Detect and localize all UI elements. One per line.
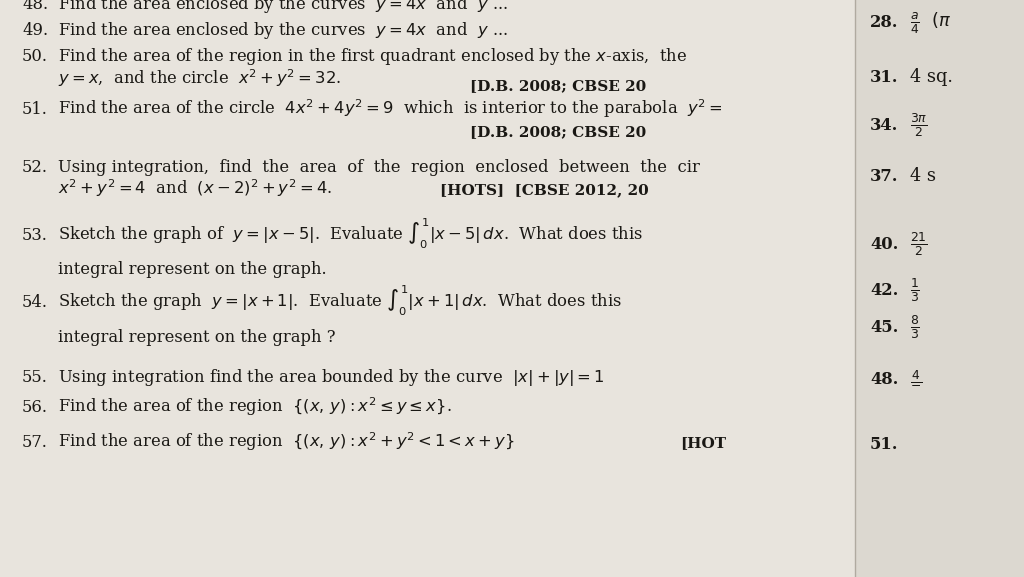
Text: 48.: 48. (870, 371, 898, 388)
Text: $\frac{1}{3}$: $\frac{1}{3}$ (910, 276, 920, 304)
Text: Find the area of the region  $\{(x,\, y): x^2 \leq y \leq x\}$.: Find the area of the region $\{(x,\, y):… (58, 395, 452, 418)
Text: [HOT: [HOT (680, 436, 726, 450)
Text: Find the area of the circle  $4x^2 + 4y^2 = 9$  which  is interior to the parabo: Find the area of the circle $4x^2 + 4y^2… (58, 98, 723, 120)
Text: $\frac{a}{4}$  $(\pi$: $\frac{a}{4}$ $(\pi$ (910, 10, 951, 36)
Bar (0, 0, 855, 577)
Text: $\frac{3\pi}{2}$: $\frac{3\pi}{2}$ (910, 111, 928, 139)
Text: 53.: 53. (22, 227, 48, 244)
Text: Find the area enclosed by the curves  $y = 4x$  and  $y$ ...: Find the area enclosed by the curves $y … (58, 0, 508, 15)
Text: Using integration find the area bounded by the curve  $|x| + |y| = 1$: Using integration find the area bounded … (58, 367, 605, 388)
Text: 40.: 40. (870, 236, 898, 253)
Text: 4 sq.: 4 sq. (910, 68, 953, 86)
Text: 34.: 34. (870, 117, 898, 134)
Text: 49.: 49. (22, 22, 48, 39)
Text: 31.: 31. (870, 69, 898, 86)
Text: $\frac{8}{3}$: $\frac{8}{3}$ (910, 313, 920, 341)
Text: Using integration,  find  the  area  of  the  region  enclosed  between  the  ci: Using integration, find the area of the … (58, 159, 699, 176)
Text: [HOTS]  [CBSE 2012, 20: [HOTS] [CBSE 2012, 20 (440, 183, 649, 197)
Bar (855, 0, 1024, 577)
Text: Find the area of the region  $\{(x,\, y): x^2 + y^2 < 1 < x + y\}$: Find the area of the region $\{(x,\, y):… (58, 430, 515, 453)
Text: 57.: 57. (22, 434, 48, 451)
Text: $\frac{21}{2}$: $\frac{21}{2}$ (910, 230, 928, 258)
Text: $y = x$,  and the circle  $x^2 + y^2 = 32$.: $y = x$, and the circle $x^2 + y^2 = 32$… (58, 68, 341, 89)
Text: Sketch the graph  $y = |x + 1|$.  Evaluate $\int_0^1 |x+1|\,dx$.  What does this: Sketch the graph $y = |x + 1|$. Evaluate… (58, 283, 622, 317)
Text: Find the area of the region in the first quadrant enclosed by the $x$-axis,  the: Find the area of the region in the first… (58, 46, 687, 67)
Text: 51.: 51. (870, 436, 898, 453)
Text: 52.: 52. (22, 159, 48, 176)
Text: Find the area enclosed by the curves  $y = 4x$  and  $y$ ...: Find the area enclosed by the curves $y … (58, 20, 508, 41)
Text: $\frac{4}{-}$: $\frac{4}{-}$ (910, 370, 923, 388)
Text: 51.: 51. (22, 101, 48, 118)
Text: 56.: 56. (22, 399, 48, 416)
Text: Sketch the graph of  $y = |x - 5|$.  Evaluate $\int_0^1 |x-5|\,dx$.  What does t: Sketch the graph of $y = |x - 5|$. Evalu… (58, 216, 643, 250)
Text: 48.: 48. (22, 0, 48, 13)
Text: 50.: 50. (22, 48, 48, 65)
Text: 37.: 37. (870, 168, 898, 185)
Text: 28.: 28. (870, 14, 898, 31)
Text: 45.: 45. (870, 319, 898, 336)
Text: [D.B. 2008; CBSE 20: [D.B. 2008; CBSE 20 (470, 125, 646, 139)
Text: 54.: 54. (22, 294, 48, 311)
Text: integral represent on the graph ?: integral represent on the graph ? (58, 329, 336, 346)
Text: 55.: 55. (22, 369, 48, 386)
Text: 4 s: 4 s (910, 167, 936, 185)
Text: integral represent on the graph.: integral represent on the graph. (58, 261, 327, 278)
Text: $x^2 + y^2 = 4$  and  $(x - 2)^2 + y^2 = 4$.: $x^2 + y^2 = 4$ and $(x - 2)^2 + y^2 = 4… (58, 177, 333, 199)
Text: [D.B. 2008; CBSE 20: [D.B. 2008; CBSE 20 (470, 79, 646, 93)
Text: 42.: 42. (870, 282, 898, 299)
